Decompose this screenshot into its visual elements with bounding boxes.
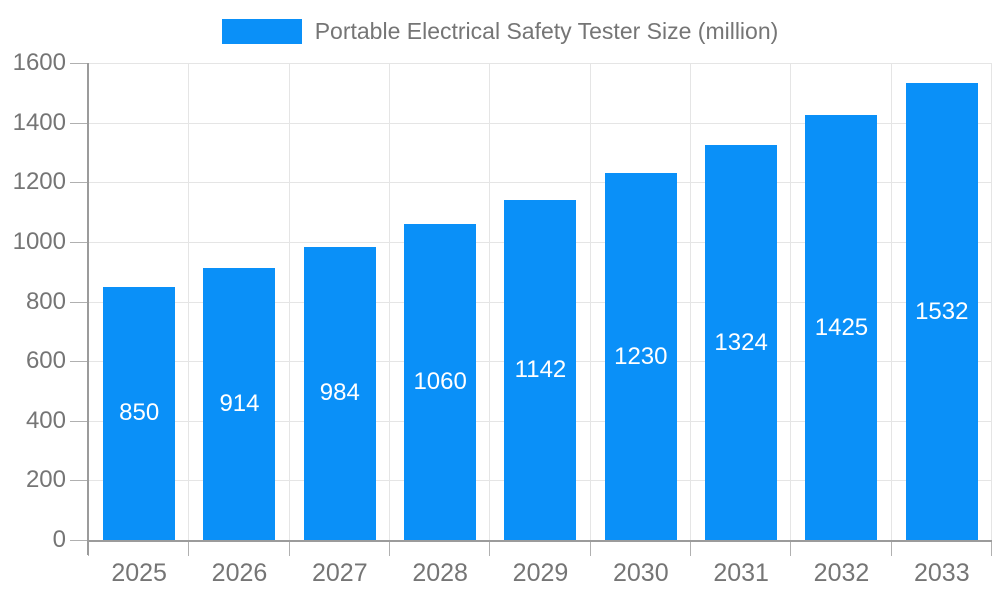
bar[interactable]: 850 bbox=[103, 286, 176, 540]
bar-value-label: 914 bbox=[219, 389, 260, 417]
chart-legend[interactable]: Portable Electrical Safety Tester Size (… bbox=[0, 17, 1000, 45]
y-axis-tick bbox=[70, 420, 87, 422]
y-axis-tick bbox=[70, 480, 87, 482]
y-axis-tick bbox=[70, 182, 87, 184]
bar[interactable]: 914 bbox=[203, 267, 276, 540]
y-axis-tick bbox=[70, 122, 87, 124]
bar-value-label: 1324 bbox=[714, 328, 768, 356]
x-axis-tick bbox=[991, 542, 992, 556]
bar-slot: 1425 bbox=[791, 63, 891, 540]
x-axis-tick bbox=[188, 542, 190, 556]
v-gridline bbox=[288, 63, 290, 540]
y-axis-tick-label: 600 bbox=[25, 347, 66, 375]
bar[interactable]: 1532 bbox=[905, 83, 978, 540]
x-axis-tick bbox=[388, 542, 390, 556]
y-axis-tick-label: 200 bbox=[25, 466, 66, 494]
bar-value-label: 1532 bbox=[915, 297, 969, 325]
x-axis-tick-label: 2026 bbox=[211, 559, 268, 587]
y-axis-tick bbox=[70, 63, 87, 64]
y-axis-tick-label: 1000 bbox=[12, 227, 66, 255]
v-gridline bbox=[188, 63, 190, 540]
v-gridline bbox=[991, 63, 992, 540]
bar[interactable]: 1425 bbox=[805, 115, 878, 540]
bar-slot: 850 bbox=[89, 63, 189, 540]
h-gridline bbox=[89, 182, 992, 184]
bar-slot: 914 bbox=[189, 63, 289, 540]
y-axis-tick bbox=[70, 361, 87, 363]
plot-area: 850 914 984 1060 1142 1230 1324 1425 1532 bbox=[89, 63, 992, 540]
x-axis-tick-label: 2027 bbox=[312, 559, 368, 587]
x-axis-tick bbox=[790, 542, 792, 556]
x-axis-tick-label: 2031 bbox=[713, 559, 769, 587]
bar-slot: 1142 bbox=[490, 63, 590, 540]
bar-slot: 984 bbox=[290, 63, 390, 540]
bar-value-label: 850 bbox=[119, 399, 160, 427]
x-axis-tick-label: 2029 bbox=[512, 559, 569, 587]
x-axis-tick bbox=[589, 542, 591, 556]
v-gridline bbox=[388, 63, 390, 540]
h-gridline bbox=[89, 122, 992, 124]
y-axis-tick-label: 800 bbox=[25, 287, 66, 315]
x-axis-tick bbox=[689, 542, 691, 556]
x-axis-tick-label: 2028 bbox=[412, 559, 468, 587]
x-axis-tick bbox=[489, 542, 491, 556]
y-axis-tick bbox=[70, 241, 87, 243]
bar-slots: 850 914 984 1060 1142 1230 1324 1425 1532 bbox=[89, 63, 992, 540]
bar[interactable]: 1230 bbox=[604, 173, 677, 540]
bar-slot: 1532 bbox=[892, 63, 992, 540]
y-axis-tick-label: 1400 bbox=[12, 108, 66, 136]
v-gridline bbox=[489, 63, 491, 540]
y-axis: 0 200 400 600 800 1000 1200 1400 1600 bbox=[0, 50, 87, 553]
y-axis-tick-label: 400 bbox=[25, 406, 66, 434]
x-axis-line bbox=[87, 540, 992, 542]
bar[interactable]: 1142 bbox=[504, 199, 577, 540]
legend-title: Portable Electrical Safety Tester Size (… bbox=[314, 18, 779, 44]
x-axis-tick bbox=[288, 542, 290, 556]
v-gridline bbox=[790, 63, 792, 540]
bar-value-label: 1060 bbox=[413, 368, 467, 395]
bar-value-label: 1425 bbox=[814, 313, 869, 341]
y-axis-tick bbox=[70, 301, 87, 303]
bar-value-label: 1230 bbox=[614, 342, 668, 370]
x-axis-tick-label: 2032 bbox=[813, 559, 870, 587]
bar[interactable]: 1324 bbox=[705, 145, 778, 540]
y-axis-line bbox=[87, 63, 89, 555]
h-gridline bbox=[89, 63, 992, 64]
bar[interactable]: 1060 bbox=[404, 224, 477, 540]
x-axis-tick-label: 2033 bbox=[914, 559, 970, 587]
bar[interactable]: 984 bbox=[303, 246, 376, 540]
legend-swatch bbox=[221, 18, 302, 44]
bar-value-label: 1142 bbox=[514, 355, 567, 383]
x-axis-tick bbox=[890, 542, 892, 556]
bar-value-label: 984 bbox=[319, 379, 360, 407]
bar-slot: 1060 bbox=[390, 63, 490, 540]
v-gridline bbox=[589, 63, 591, 540]
bar-slot: 1230 bbox=[591, 63, 691, 540]
v-gridline bbox=[689, 63, 691, 540]
v-gridline bbox=[890, 63, 892, 540]
y-axis-tick-label: 1200 bbox=[12, 168, 66, 196]
bar-slot: 1324 bbox=[691, 63, 791, 540]
y-axis-tick-label: 0 bbox=[52, 526, 66, 553]
x-axis-tick-label: 2025 bbox=[111, 559, 167, 587]
x-axis: 2025 2026 2027 2028 2029 2030 2031 2032 2033 bbox=[88, 542, 992, 598]
y-axis-tick bbox=[70, 540, 87, 541]
x-axis-tick-label: 2030 bbox=[613, 559, 669, 587]
y-axis-tick-label: 1600 bbox=[12, 49, 66, 76]
